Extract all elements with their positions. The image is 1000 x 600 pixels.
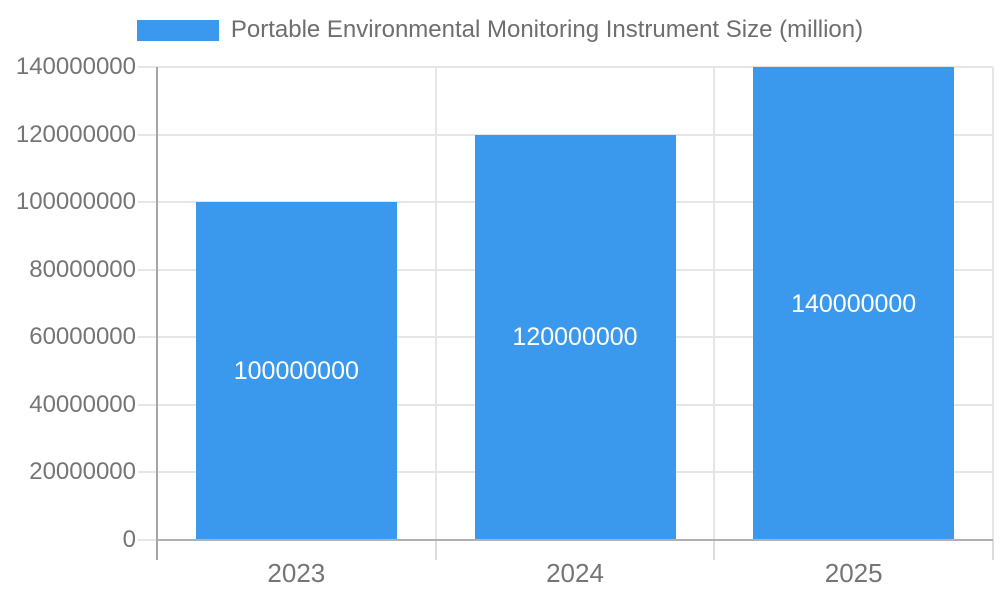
- x-tick-label: 2023: [267, 558, 326, 588]
- y-axis-tick: [138, 66, 157, 68]
- x-tick-label: 2025: [824, 558, 883, 588]
- y-tick-label: 40000000: [29, 390, 136, 418]
- y-axis-tick: [138, 201, 157, 204]
- legend-label: Portable Environmental Monitoring Instru…: [230, 16, 864, 43]
- y-axis-tick: [138, 471, 157, 474]
- y-axis-tick: [138, 403, 157, 406]
- y-tick-label: 100000000: [15, 188, 136, 216]
- y-axis-tick: [138, 539, 157, 541]
- y-tick-label: 20000000: [29, 458, 136, 486]
- bar-2023: [195, 202, 397, 540]
- legend-swatch-icon: [136, 19, 219, 41]
- y-gridline: [157, 66, 993, 68]
- x-gridline: [434, 67, 437, 540]
- x-axis-baseline: [157, 539, 993, 541]
- y-tick-label: 0: [122, 526, 136, 553]
- y-axis-tick: [138, 133, 157, 136]
- chart-legend: Portable Environmental Monitoring Instru…: [0, 13, 1000, 47]
- bar-value-label: 100000000: [233, 357, 359, 386]
- x-axis-tick: [713, 540, 716, 560]
- bar-value-label: 140000000: [791, 289, 917, 318]
- y-tick-label: 120000000: [15, 120, 136, 148]
- bar-2024: [474, 134, 676, 540]
- y-tick-label: 140000000: [15, 53, 136, 80]
- x-axis-tick: [992, 540, 994, 560]
- y-axis-tick: [138, 336, 157, 339]
- bar-2025: [753, 67, 955, 540]
- y-axis-line: [156, 67, 158, 560]
- y-tick-label: 80000000: [29, 255, 136, 283]
- y-tick-label: 60000000: [29, 323, 136, 351]
- x-tick-label: 2024: [546, 558, 604, 588]
- y-axis-tick: [138, 268, 157, 271]
- x-gridline: [992, 67, 994, 540]
- x-gridline: [713, 67, 716, 540]
- bar-value-label: 120000000: [512, 323, 638, 352]
- x-axis-tick: [434, 540, 437, 560]
